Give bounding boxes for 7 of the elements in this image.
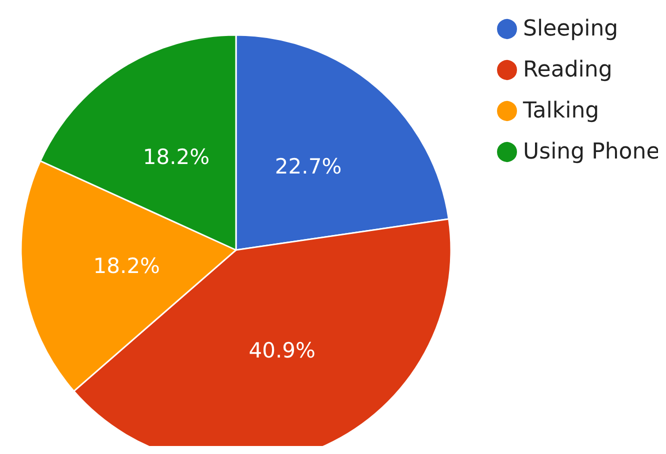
legend-label: Reading	[523, 58, 612, 82]
data-label: 22.7%	[274, 154, 342, 178]
legend-label: Sleeping	[523, 16, 618, 42]
data-label: 18.2%	[93, 254, 160, 278]
legend-label: Talking	[522, 98, 600, 124]
data-label: 40.9%	[248, 338, 316, 362]
data-label: 18.2%	[142, 145, 210, 170]
